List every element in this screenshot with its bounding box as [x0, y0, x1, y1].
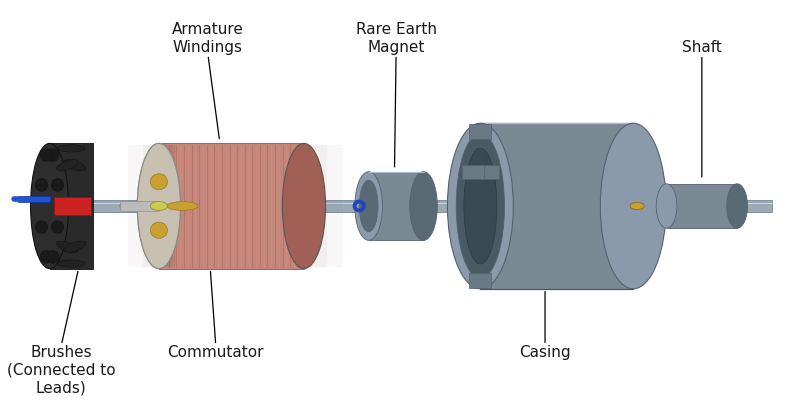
- FancyBboxPatch shape: [143, 145, 159, 267]
- FancyBboxPatch shape: [70, 199, 773, 213]
- Ellipse shape: [464, 148, 497, 264]
- Ellipse shape: [46, 250, 59, 263]
- Ellipse shape: [51, 220, 64, 234]
- FancyBboxPatch shape: [666, 184, 737, 228]
- Ellipse shape: [40, 250, 53, 263]
- Ellipse shape: [600, 123, 666, 289]
- FancyBboxPatch shape: [159, 143, 304, 269]
- Text: Commutator: Commutator: [167, 345, 264, 360]
- Ellipse shape: [35, 178, 48, 192]
- FancyBboxPatch shape: [50, 143, 93, 269]
- Ellipse shape: [656, 184, 677, 228]
- Ellipse shape: [150, 201, 167, 211]
- Ellipse shape: [57, 160, 78, 171]
- Ellipse shape: [456, 133, 505, 279]
- Text: Brushes
(Connected to
Leads): Brushes (Connected to Leads): [7, 345, 116, 395]
- Ellipse shape: [726, 184, 747, 228]
- FancyBboxPatch shape: [480, 123, 634, 289]
- Ellipse shape: [58, 260, 85, 267]
- Ellipse shape: [120, 201, 151, 211]
- Ellipse shape: [355, 172, 382, 240]
- Ellipse shape: [57, 241, 78, 252]
- Ellipse shape: [166, 201, 198, 211]
- Ellipse shape: [138, 143, 181, 269]
- Ellipse shape: [30, 143, 69, 269]
- Text: Shaft: Shaft: [682, 40, 722, 55]
- Ellipse shape: [282, 143, 326, 269]
- FancyBboxPatch shape: [18, 196, 50, 202]
- FancyBboxPatch shape: [462, 165, 483, 180]
- Ellipse shape: [35, 220, 48, 234]
- FancyBboxPatch shape: [470, 124, 491, 139]
- Text: Rare Earth
Magnet: Rare Earth Magnet: [355, 22, 437, 55]
- Ellipse shape: [51, 178, 64, 192]
- Ellipse shape: [64, 160, 86, 171]
- Text: Armature
Windings: Armature Windings: [172, 22, 244, 55]
- Ellipse shape: [59, 199, 73, 213]
- Ellipse shape: [58, 145, 85, 152]
- FancyBboxPatch shape: [296, 145, 312, 267]
- Ellipse shape: [70, 199, 83, 213]
- Ellipse shape: [64, 241, 86, 252]
- Ellipse shape: [410, 172, 438, 240]
- FancyBboxPatch shape: [312, 145, 327, 267]
- FancyBboxPatch shape: [54, 197, 90, 215]
- FancyBboxPatch shape: [120, 201, 159, 211]
- FancyBboxPatch shape: [478, 165, 499, 180]
- Ellipse shape: [359, 180, 378, 232]
- Ellipse shape: [138, 143, 181, 269]
- Ellipse shape: [630, 202, 644, 210]
- Text: Casing: Casing: [519, 345, 571, 360]
- Ellipse shape: [150, 222, 167, 238]
- FancyBboxPatch shape: [369, 172, 423, 240]
- Ellipse shape: [46, 149, 59, 162]
- Ellipse shape: [150, 174, 167, 190]
- FancyBboxPatch shape: [159, 145, 174, 267]
- Ellipse shape: [40, 149, 53, 162]
- Ellipse shape: [447, 123, 514, 289]
- FancyBboxPatch shape: [470, 273, 491, 288]
